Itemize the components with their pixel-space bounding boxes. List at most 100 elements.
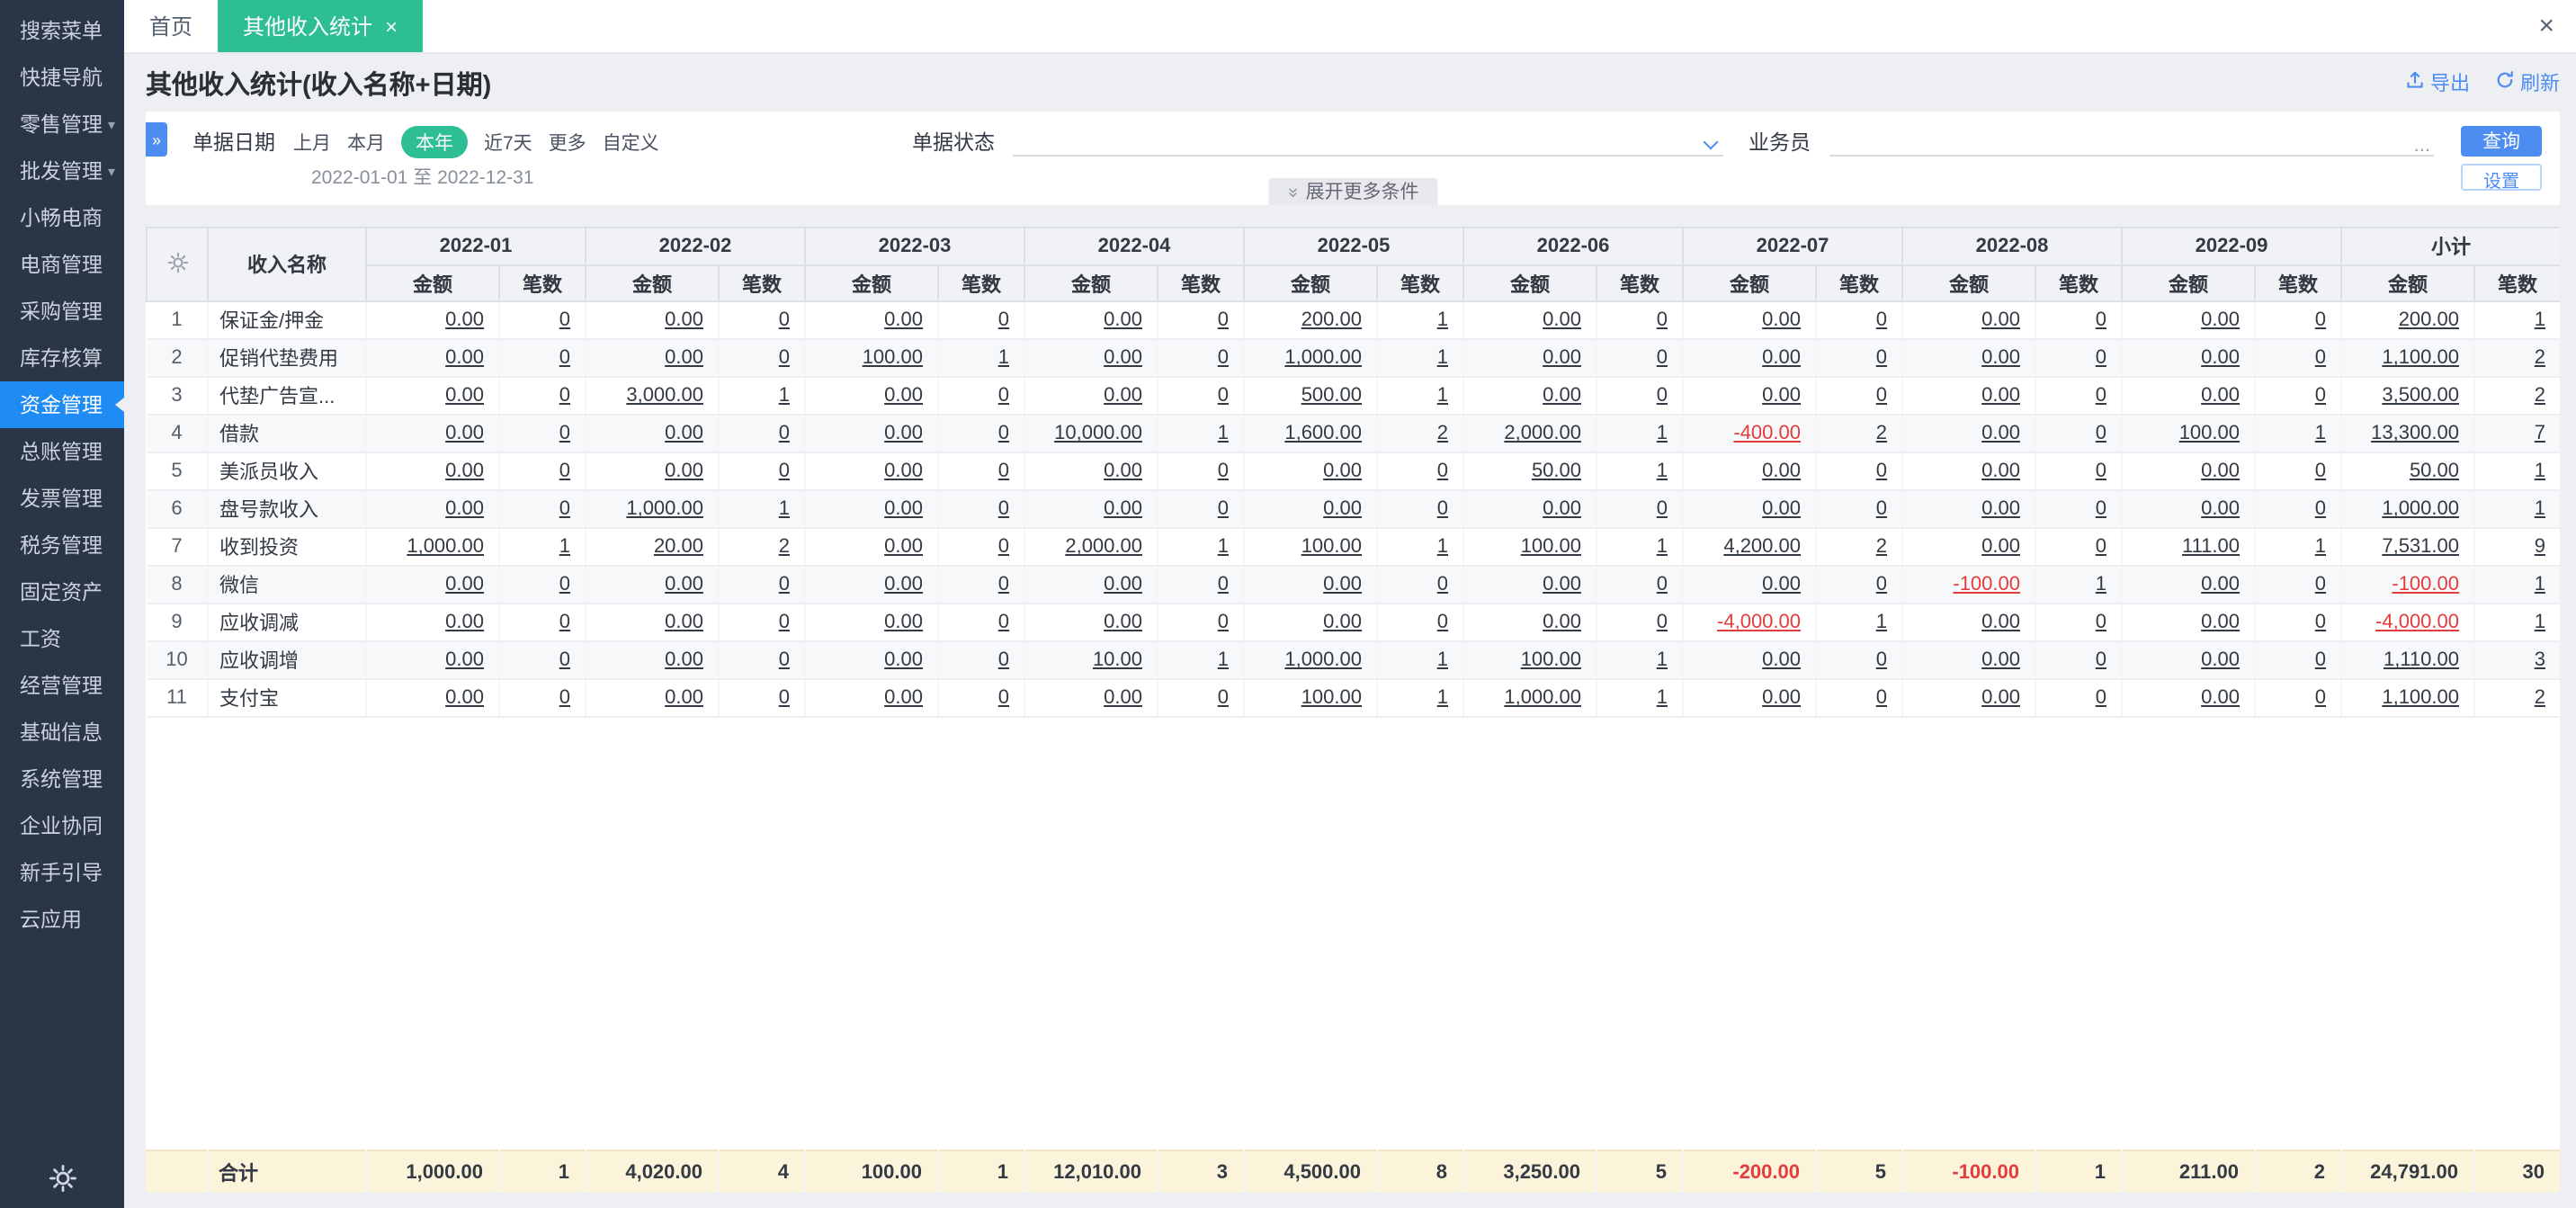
amount-link[interactable]: 0.00 xyxy=(884,461,923,482)
amount-link[interactable]: 50.00 xyxy=(1531,461,1581,482)
sidebar-item[interactable]: 电商管理 xyxy=(0,241,124,288)
amount-link[interactable]: 1,100.00 xyxy=(2382,687,2459,709)
count-link[interactable]: 0 xyxy=(2314,574,2326,595)
count-link[interactable]: 2 xyxy=(2534,687,2545,709)
count-link[interactable]: 0 xyxy=(559,423,570,444)
amount-link[interactable]: 200.00 xyxy=(1301,309,1362,331)
count-link[interactable]: 0 xyxy=(1436,612,1448,633)
amount-link[interactable]: 100.00 xyxy=(1520,649,1581,671)
count-link[interactable]: 0 xyxy=(1436,498,1448,520)
count-link[interactable]: 0 xyxy=(997,574,1009,595)
amount-link[interactable]: 0.00 xyxy=(665,423,703,444)
count-link[interactable]: 2 xyxy=(2534,385,2545,407)
amount-link[interactable]: 200.00 xyxy=(2398,309,2459,331)
count-link[interactable]: 0 xyxy=(2314,687,2326,709)
count-link[interactable]: 0 xyxy=(1875,309,1887,331)
amount-link[interactable]: 0.00 xyxy=(1543,309,1581,331)
count-link[interactable]: 0 xyxy=(778,461,790,482)
amount-link[interactable]: 0.00 xyxy=(1762,385,1801,407)
amount-link[interactable]: 1,000.00 xyxy=(1284,649,1362,671)
amount-link[interactable]: 0.00 xyxy=(1104,461,1142,482)
count-link[interactable]: 0 xyxy=(559,687,570,709)
amount-link[interactable]: 0.00 xyxy=(2201,461,2240,482)
amount-link[interactable]: 0.00 xyxy=(1981,536,2020,558)
amount-link[interactable]: 0.00 xyxy=(665,461,703,482)
salesman-input[interactable]: ... xyxy=(1829,128,2434,157)
amount-link[interactable]: 0.00 xyxy=(1543,347,1581,369)
refresh-button[interactable]: 刷新 xyxy=(2495,68,2560,97)
count-link[interactable]: 0 xyxy=(1217,612,1229,633)
count-link[interactable]: 2 xyxy=(1436,423,1448,444)
amount-link[interactable]: 0.00 xyxy=(2201,309,2240,331)
count-link[interactable]: 1 xyxy=(559,536,570,558)
amount-link[interactable]: 0.00 xyxy=(884,649,923,671)
tab[interactable]: 其他收入统计 × xyxy=(218,0,424,52)
count-link[interactable]: 0 xyxy=(559,385,570,407)
sidebar-item[interactable]: 基础信息 xyxy=(0,709,124,756)
count-link[interactable]: 3 xyxy=(2534,649,2545,671)
amount-link[interactable]: 0.00 xyxy=(665,309,703,331)
amount-link[interactable]: 0.00 xyxy=(1104,498,1142,520)
sidebar-item[interactable]: 发票管理 xyxy=(0,475,124,522)
sidebar-item[interactable]: 工资 xyxy=(0,615,124,662)
amount-link[interactable]: 0.00 xyxy=(2201,649,2240,671)
sidebar-item[interactable]: 资金管理 xyxy=(0,381,124,428)
count-link[interactable]: 0 xyxy=(1875,574,1887,595)
quick-date-option[interactable]: 自定义 xyxy=(602,132,659,154)
count-link[interactable]: 1 xyxy=(2314,423,2326,444)
amount-link[interactable]: 0.00 xyxy=(884,687,923,709)
amount-link[interactable]: 0.00 xyxy=(1104,612,1142,633)
amount-link[interactable]: 0.00 xyxy=(1981,612,2020,633)
amount-link[interactable]: 111.00 xyxy=(2181,536,2240,558)
amount-link[interactable]: 0.00 xyxy=(1762,574,1801,595)
count-link[interactable]: 0 xyxy=(778,347,790,369)
count-link[interactable]: 1 xyxy=(1656,649,1668,671)
sidebar-item[interactable]: 快捷导航 xyxy=(0,54,124,101)
quick-date-option[interactable]: 上月 xyxy=(293,132,331,154)
count-link[interactable]: 0 xyxy=(2314,461,2326,482)
sidebar-item[interactable]: 新手引导 xyxy=(0,849,124,896)
count-link[interactable]: 0 xyxy=(2095,649,2106,671)
count-link[interactable]: 1 xyxy=(1656,423,1668,444)
amount-link[interactable]: 3,000.00 xyxy=(626,385,703,407)
amount-link[interactable]: 1,000.00 xyxy=(626,498,703,520)
count-link[interactable]: 0 xyxy=(778,574,790,595)
sidebar-item[interactable]: 批发管理 ▾ xyxy=(0,148,124,194)
amount-link[interactable]: 1,000.00 xyxy=(2382,498,2459,520)
sidebar-item[interactable]: 采购管理 xyxy=(0,288,124,335)
sidebar-item[interactable]: 系统管理 xyxy=(0,756,124,802)
count-link[interactable]: 1 xyxy=(1436,536,1448,558)
count-link[interactable]: 0 xyxy=(2095,498,2106,520)
quick-date-option[interactable]: 更多 xyxy=(548,132,586,154)
count-link[interactable]: 0 xyxy=(2314,385,2326,407)
sidebar-item[interactable]: 税务管理 xyxy=(0,522,124,568)
amount-link[interactable]: 2,000.00 xyxy=(1065,536,1142,558)
amount-link[interactable]: 0.00 xyxy=(665,574,703,595)
amount-link[interactable]: -400.00 xyxy=(1733,423,1801,444)
count-link[interactable]: 0 xyxy=(1875,649,1887,671)
count-link[interactable]: 0 xyxy=(1217,385,1229,407)
amount-link[interactable]: 0.00 xyxy=(2201,385,2240,407)
count-link[interactable]: 0 xyxy=(997,687,1009,709)
amount-link[interactable]: 100.00 xyxy=(1301,536,1362,558)
amount-link[interactable]: 4,200.00 xyxy=(1723,536,1801,558)
count-link[interactable]: 0 xyxy=(997,461,1009,482)
count-link[interactable]: 0 xyxy=(1875,347,1887,369)
count-link[interactable]: 1 xyxy=(778,498,790,520)
count-link[interactable]: 0 xyxy=(2314,498,2326,520)
sidebar-item[interactable]: 搜索菜单 xyxy=(0,7,124,54)
amount-link[interactable]: 0.00 xyxy=(445,649,484,671)
count-link[interactable]: 1 xyxy=(1217,536,1229,558)
export-button[interactable]: 导出 xyxy=(2405,68,2470,97)
count-link[interactable]: 0 xyxy=(1656,612,1668,633)
count-link[interactable]: 0 xyxy=(2095,309,2106,331)
amount-link[interactable]: 0.00 xyxy=(665,687,703,709)
amount-link[interactable]: 0.00 xyxy=(1762,461,1801,482)
amount-link[interactable]: 3,500.00 xyxy=(2382,385,2459,407)
amount-link[interactable]: 0.00 xyxy=(1981,347,2020,369)
amount-link[interactable]: 0.00 xyxy=(1543,385,1581,407)
quick-date-option[interactable]: 近7天 xyxy=(484,132,532,154)
count-link[interactable]: 0 xyxy=(559,498,570,520)
amount-link[interactable]: 1,600.00 xyxy=(1284,423,1362,444)
amount-link[interactable]: 0.00 xyxy=(1543,498,1581,520)
